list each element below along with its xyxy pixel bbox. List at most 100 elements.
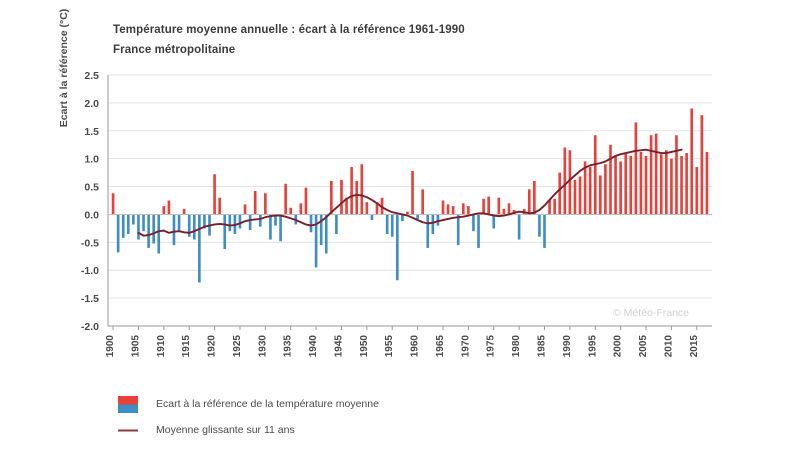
y-axis-tick-label: 0.5 [84, 182, 99, 194]
bar-2001 [624, 153, 628, 215]
bar-2016 [700, 115, 704, 215]
x-axis-tick-label: 1915 [181, 335, 192, 358]
bar-1966 [446, 204, 450, 215]
x-axis-tick-label: 1960 [410, 335, 421, 358]
x-axis-tick-label: 2000 [613, 335, 624, 358]
bar-1991 [573, 179, 577, 215]
watermark: © Météo-France [613, 307, 690, 319]
bar-2013 [685, 153, 688, 215]
bar-1980 [517, 214, 521, 240]
bar-1935 [289, 207, 293, 215]
bar-1968 [456, 214, 460, 246]
y-axis-tick-label: -1.0 [81, 265, 99, 277]
bar-1946 [345, 197, 348, 215]
bar-1904 [132, 214, 135, 225]
bar-1967 [451, 206, 455, 215]
bar-1971 [472, 214, 475, 232]
bar-1900 [111, 193, 115, 215]
legend-swatch-bar-icon [118, 395, 138, 413]
bar-1938 [304, 187, 308, 215]
x-axis-tick-label: 1910 [156, 335, 167, 358]
bar-1929 [258, 214, 262, 227]
legend-item-moving-average: Moyenne glissante sur 11 ans [118, 417, 379, 443]
bar-1985 [543, 214, 546, 248]
x-axis-tick-label: 1935 [283, 335, 294, 358]
bar-1989 [563, 147, 567, 215]
bar-1913 [177, 214, 181, 232]
x-axis-tick-label: 1930 [257, 335, 268, 358]
bar-1914 [182, 208, 186, 215]
bar-1987 [553, 198, 556, 215]
bar-1901 [116, 214, 120, 253]
chart-title: Température moyenne annuelle : écart à l… [113, 24, 465, 36]
bar-1916 [192, 214, 196, 240]
bar-2005 [644, 155, 648, 215]
bar-2015 [695, 167, 699, 215]
bar-1903 [126, 214, 130, 234]
chart-subtitle: France métropolitaine [113, 44, 236, 56]
x-axis-tick-label: 2015 [689, 335, 700, 358]
bar-1937 [299, 203, 303, 215]
y-axis-tick-label: 2.5 [84, 70, 99, 82]
bar-1988 [558, 172, 562, 215]
legend-label-bars: Ecart à la référence de la température m… [156, 398, 379, 410]
bar-1923 [228, 214, 232, 232]
bar-1931 [269, 214, 272, 240]
bar-1927 [248, 214, 252, 231]
bar-2004 [639, 151, 643, 215]
bar-1978 [507, 203, 511, 215]
bar-2011 [675, 135, 678, 215]
x-axis-tick-label: 1985 [537, 335, 548, 358]
x-axis-tick-label: 1980 [511, 335, 522, 358]
bar-1934 [284, 183, 287, 215]
y-axis-tick-label: -1.5 [81, 293, 99, 305]
legend-item-bars: Ecart à la référence de la température m… [118, 391, 379, 417]
bar-2000 [619, 161, 622, 215]
x-axis-tick-label: 1920 [207, 335, 218, 358]
bar-1984 [538, 214, 541, 237]
bar-1905 [137, 214, 140, 240]
bar-1957 [401, 214, 404, 222]
bar-2002 [629, 155, 633, 215]
bar-1995 [593, 135, 597, 215]
bar-1915 [187, 214, 191, 237]
bar-1906 [142, 214, 145, 232]
bar-1997 [604, 164, 607, 215]
bar-1959 [411, 170, 414, 215]
bar-1945 [340, 179, 343, 215]
bar-1950 [365, 202, 369, 215]
bar-1976 [497, 197, 501, 215]
y-axis-tick-label: -2.0 [81, 321, 99, 333]
bar-1956 [395, 214, 399, 281]
x-axis-tick-label: 1900 [105, 335, 116, 358]
bar-1909 [157, 214, 161, 254]
y-axis-tick-label: 0.0 [84, 209, 99, 221]
bar-1970 [467, 206, 470, 215]
bar-1990 [568, 150, 572, 215]
x-axis-tick-label: 1945 [333, 335, 344, 358]
x-axis-tick-label: 1955 [384, 335, 395, 358]
bar-1964 [436, 214, 440, 226]
bar-1962 [426, 214, 430, 248]
x-axis-tick-label: 2005 [638, 335, 649, 358]
bar-1982 [527, 189, 531, 215]
x-axis-tick-label: 1965 [435, 335, 446, 358]
bar-1943 [330, 180, 333, 215]
bar-1983 [533, 180, 536, 215]
bar-1902 [121, 214, 125, 238]
bar-2009 [665, 150, 668, 215]
bar-1969 [461, 203, 465, 215]
bar-1974 [487, 196, 490, 215]
bar-1932 [274, 214, 277, 226]
bar-1999 [614, 155, 617, 215]
bar-1949 [360, 164, 364, 215]
chart-legend: Ecart à la référence de la température m… [118, 391, 379, 443]
bar-1908 [152, 214, 155, 244]
bar-1930 [264, 193, 267, 215]
bar-2007 [654, 133, 658, 215]
bar-series [111, 108, 709, 283]
bar-1911 [167, 200, 171, 215]
bar-2008 [659, 154, 663, 215]
bar-1952 [375, 202, 379, 215]
